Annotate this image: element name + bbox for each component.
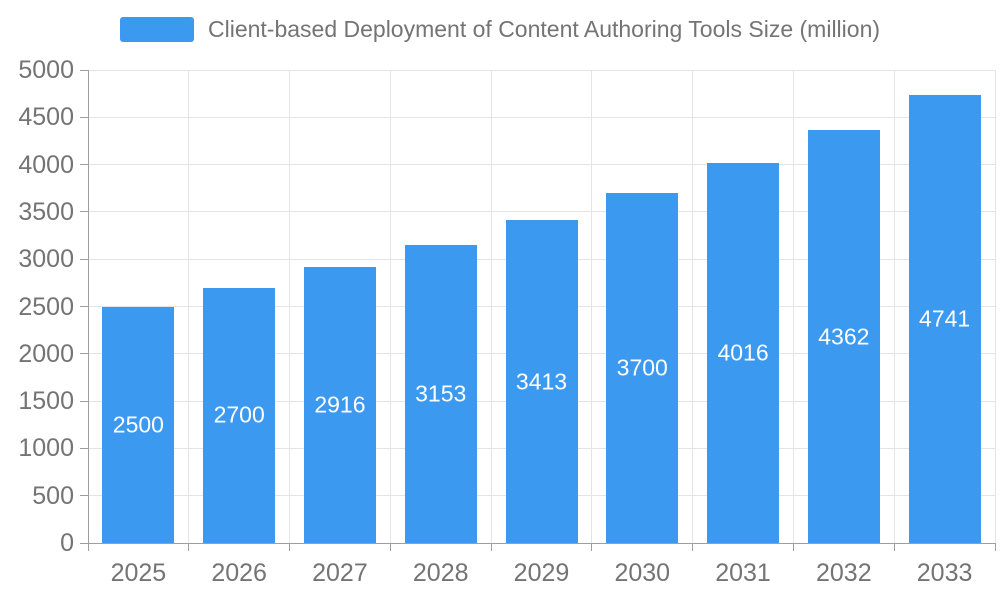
y-axis-tick <box>80 353 88 355</box>
y-axis-label: 1000 <box>18 434 74 463</box>
gridline-v <box>591 70 593 543</box>
gridline-v <box>188 70 190 543</box>
legend-label: Client-based Deployment of Content Autho… <box>207 16 881 42</box>
y-axis-label: 3500 <box>18 197 74 226</box>
y-axis-label: 0 <box>60 529 74 557</box>
y-axis-tick <box>80 116 88 118</box>
bar-value-label: 2700 <box>213 401 265 428</box>
x-axis-label: 2031 <box>715 559 771 587</box>
x-axis-label: 2026 <box>211 559 267 587</box>
x-axis-tick <box>289 543 291 551</box>
gridline-v <box>490 70 492 543</box>
gridline-h <box>88 116 995 118</box>
bar-2028[interactable] <box>404 244 477 543</box>
y-axis-tick <box>80 495 88 497</box>
y-axis-label: 3000 <box>18 245 74 274</box>
bar-2025[interactable] <box>102 306 175 543</box>
y-axis-tick <box>80 542 88 544</box>
x-axis-tick <box>893 543 895 551</box>
bar-2033[interactable] <box>908 94 981 543</box>
bar-2032[interactable] <box>807 130 880 543</box>
gridline-h <box>88 164 995 166</box>
bar-value-label: 2916 <box>314 391 366 418</box>
x-axis-tick <box>490 543 492 551</box>
bar-value-label: 4362 <box>818 323 870 350</box>
bar-value-label: 2500 <box>112 411 164 438</box>
y-axis-tick <box>80 306 88 307</box>
gridline-v <box>289 70 291 543</box>
chart-legend[interactable]: Client-based Deployment of Content Autho… <box>0 17 1000 42</box>
gridline-v <box>792 70 794 543</box>
x-axis-label: 2027 <box>312 559 368 587</box>
gridline-h <box>88 69 995 71</box>
gridline-v <box>893 70 895 543</box>
y-axis-label: 5000 <box>18 56 74 84</box>
x-axis-tick <box>792 543 794 551</box>
gridline-v <box>389 70 391 543</box>
bar-2027[interactable] <box>303 267 376 543</box>
y-axis-label: 4000 <box>18 150 74 179</box>
x-axis-tick <box>994 543 996 551</box>
y-axis-tick <box>80 258 88 260</box>
x-axis-tick <box>591 543 593 551</box>
bar-value-label: 3700 <box>616 354 668 381</box>
bar-2029[interactable] <box>505 220 578 543</box>
y-axis-tick <box>80 164 88 166</box>
y-axis-label: 2500 <box>18 292 74 321</box>
bar-value-label: 3413 <box>515 368 568 395</box>
y-axis-tick <box>80 211 88 213</box>
gridline-v <box>692 70 694 543</box>
legend-swatch <box>119 17 194 42</box>
y-axis-label: 4500 <box>18 103 74 132</box>
gridline-h <box>88 211 995 213</box>
x-axis-label: 2032 <box>816 559 872 587</box>
bar-2031[interactable] <box>707 163 780 543</box>
y-axis-label: 500 <box>32 481 74 510</box>
bar-2026[interactable] <box>203 287 276 543</box>
y-axis-line <box>88 70 89 551</box>
x-axis-tick <box>692 543 694 551</box>
y-axis-label: 1500 <box>18 387 74 416</box>
x-axis-label: 2030 <box>614 559 671 587</box>
y-axis-label: 2000 <box>18 339 74 368</box>
x-axis-tick <box>188 543 190 551</box>
y-axis-tick <box>80 69 88 71</box>
x-axis-tick <box>389 543 391 551</box>
x-axis-label: 2025 <box>110 559 167 587</box>
bar-value-label: 3153 <box>415 380 467 407</box>
x-axis-label: 2029 <box>513 559 570 587</box>
x-axis-label: 2028 <box>412 559 469 587</box>
y-axis-tick <box>80 400 88 402</box>
gridline-v <box>994 70 996 543</box>
bar-value-label: 4741 <box>919 305 971 332</box>
bar-value-label: 4016 <box>717 339 769 366</box>
x-axis-line <box>88 543 995 544</box>
y-axis-tick <box>80 447 88 449</box>
x-axis-label: 2033 <box>916 559 973 587</box>
bar-2030[interactable] <box>606 192 679 543</box>
